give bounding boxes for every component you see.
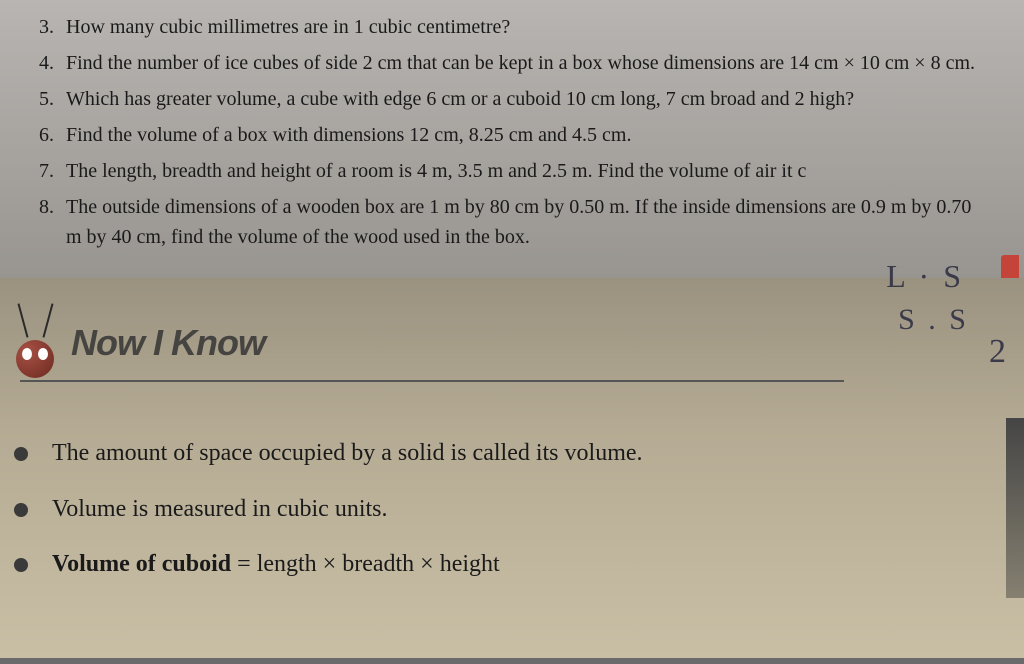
- section-title: Now I Know: [71, 322, 265, 364]
- question-text: How many cubic millimetres are in 1 cubi…: [66, 12, 994, 42]
- question-number: 6.: [30, 120, 66, 150]
- question-6: 6. Find the volume of a box with dimensi…: [30, 120, 994, 150]
- handwritten-note-2: S . S: [898, 303, 969, 337]
- handwritten-note-3: 2: [989, 333, 1006, 371]
- page-edge: [1006, 418, 1024, 598]
- facts-list: The amount of space occupied by a solid …: [20, 437, 1024, 582]
- bullet-icon: [14, 447, 28, 461]
- fact-text: The amount of space occupied by a solid …: [52, 437, 643, 471]
- question-text: Find the number of ice cubes of side 2 c…: [66, 48, 994, 78]
- fact-item: Volume is measured in cubic units.: [20, 493, 1024, 527]
- question-number: 4.: [30, 48, 66, 78]
- now-i-know-section: L · S S . S 2 Now I Know The amount of s…: [0, 278, 1024, 658]
- handwritten-note-1: L · S: [886, 258, 964, 295]
- section-header: Now I Know: [8, 308, 1024, 378]
- question-number: 7.: [30, 156, 66, 186]
- question-7: 7. The length, breadth and height of a r…: [30, 156, 994, 186]
- bullet-icon: [14, 558, 28, 572]
- fact-text: Volume is measured in cubic units.: [52, 493, 388, 527]
- question-8: 8. The outside dimensions of a wooden bo…: [30, 192, 994, 252]
- question-5: 5. Which has greater volume, a cube with…: [30, 84, 994, 114]
- fact-item: The amount of space occupied by a solid …: [20, 437, 1024, 471]
- question-number: 3.: [30, 12, 66, 42]
- question-text: Find the volume of a box with dimensions…: [66, 120, 994, 150]
- fact-item: Volume of cuboid = length × breadth × he…: [20, 548, 1024, 582]
- question-number: 8.: [30, 192, 66, 252]
- questions-section: 3. How many cubic millimetres are in 1 c…: [0, 0, 1024, 278]
- formula-rest: = length × breadth × height: [231, 551, 500, 577]
- formula-term: Volume of cuboid: [52, 551, 231, 577]
- question-3: 3. How many cubic millimetres are in 1 c…: [30, 12, 994, 42]
- bullet-icon: [14, 503, 28, 517]
- ant-icon: [8, 308, 63, 378]
- question-text: The length, breadth and height of a room…: [66, 156, 994, 186]
- divider-line: [20, 380, 844, 382]
- question-4: 4. Find the number of ice cubes of side …: [30, 48, 994, 78]
- fact-text: Volume of cuboid = length × breadth × he…: [52, 548, 500, 582]
- question-text: Which has greater volume, a cube with ed…: [66, 84, 994, 114]
- question-text: The outside dimensions of a wooden box a…: [66, 192, 994, 252]
- question-number: 5.: [30, 84, 66, 114]
